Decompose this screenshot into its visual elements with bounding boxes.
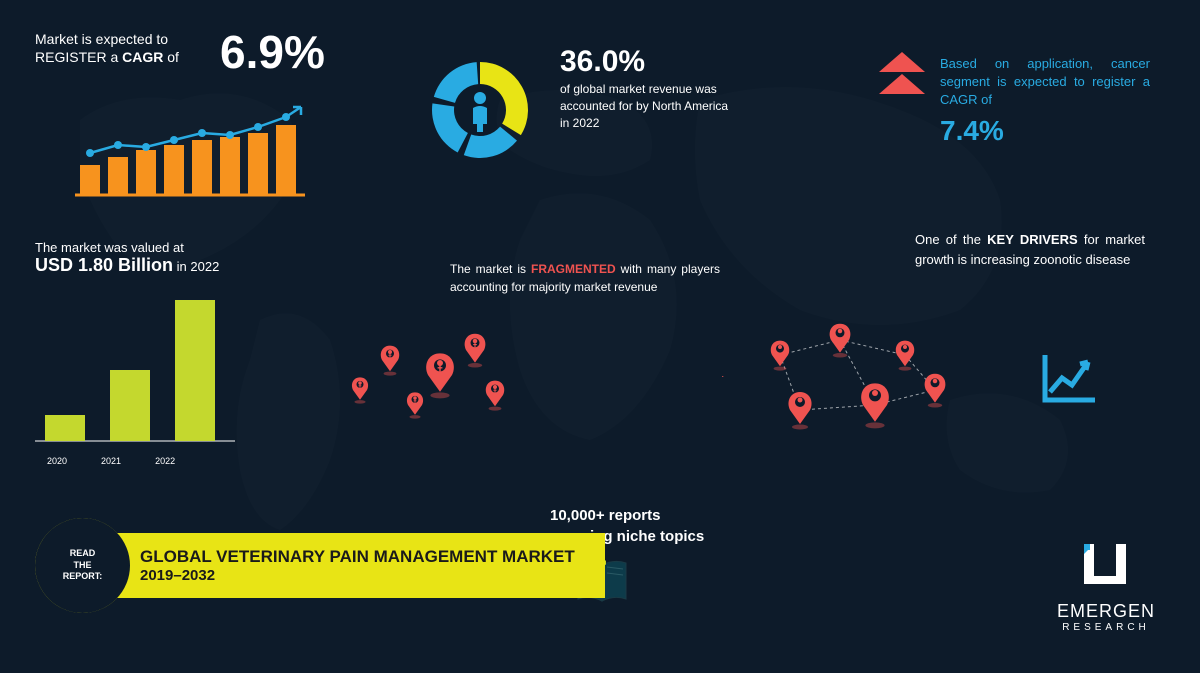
cagr-label: Market is expected to REGISTER a CAGR of xyxy=(35,30,179,66)
year-labels: 202020212022 xyxy=(47,456,245,466)
donut-value: 36.0% xyxy=(560,45,730,79)
cagr-block: Market is expected to REGISTER a CAGR of… xyxy=(35,30,179,66)
logo-name: EMERGEN xyxy=(1057,601,1155,622)
donut-chart xyxy=(415,45,545,180)
report-banner[interactable]: READTHEREPORT: GLOBAL VETERINARY PAIN MA… xyxy=(35,518,605,613)
drivers-block: One of the KEY DRIVERS for market growth… xyxy=(915,230,1145,269)
drivers-text: One of the KEY DRIVERS for market growth… xyxy=(915,230,1145,269)
cancer-value: 7.4% xyxy=(940,115,1150,147)
banner-years: 2019–2032 xyxy=(140,567,575,584)
donut-text-block: 36.0% of global market revenue was accou… xyxy=(560,45,730,131)
banner-title: GLOBAL VETERINARY PAIN MANAGEMENT MARKET xyxy=(140,547,575,567)
cagr-value: 6.9% xyxy=(220,25,325,79)
map-pins-scattered xyxy=(340,320,520,450)
fragmented-block: The market is FRAGMENTED with many playe… xyxy=(450,260,720,296)
banner-title-box: GLOBAL VETERINARY PAIN MANAGEMENT MARKET… xyxy=(85,533,605,598)
cancer-text: Based on application, cancer segment is … xyxy=(940,55,1150,110)
emergen-logo: EMERGEN RESEARCH xyxy=(1057,536,1155,633)
cagr-bar-chart xyxy=(75,95,325,210)
market-value-text: The market was valued at USD 1.80 Billio… xyxy=(35,240,245,276)
logo-sub: RESEARCH xyxy=(1057,622,1155,633)
logo-icon xyxy=(1076,536,1136,591)
arrow-icon xyxy=(510,375,740,377)
fragmented-text: The market is FRAGMENTED with many playe… xyxy=(450,260,720,296)
map-pins-network xyxy=(750,320,960,460)
cancer-block: Based on application, cancer segment is … xyxy=(940,55,1150,147)
donut-desc: of global market revenue was accounted f… xyxy=(560,81,730,131)
growth-chart-icon xyxy=(1040,350,1100,405)
banner-circle-label: READTHEREPORT: xyxy=(35,518,130,613)
market-value-chart xyxy=(35,291,245,446)
chevron-up-icon xyxy=(875,50,930,105)
market-value-block: The market was valued at USD 1.80 Billio… xyxy=(35,240,245,466)
